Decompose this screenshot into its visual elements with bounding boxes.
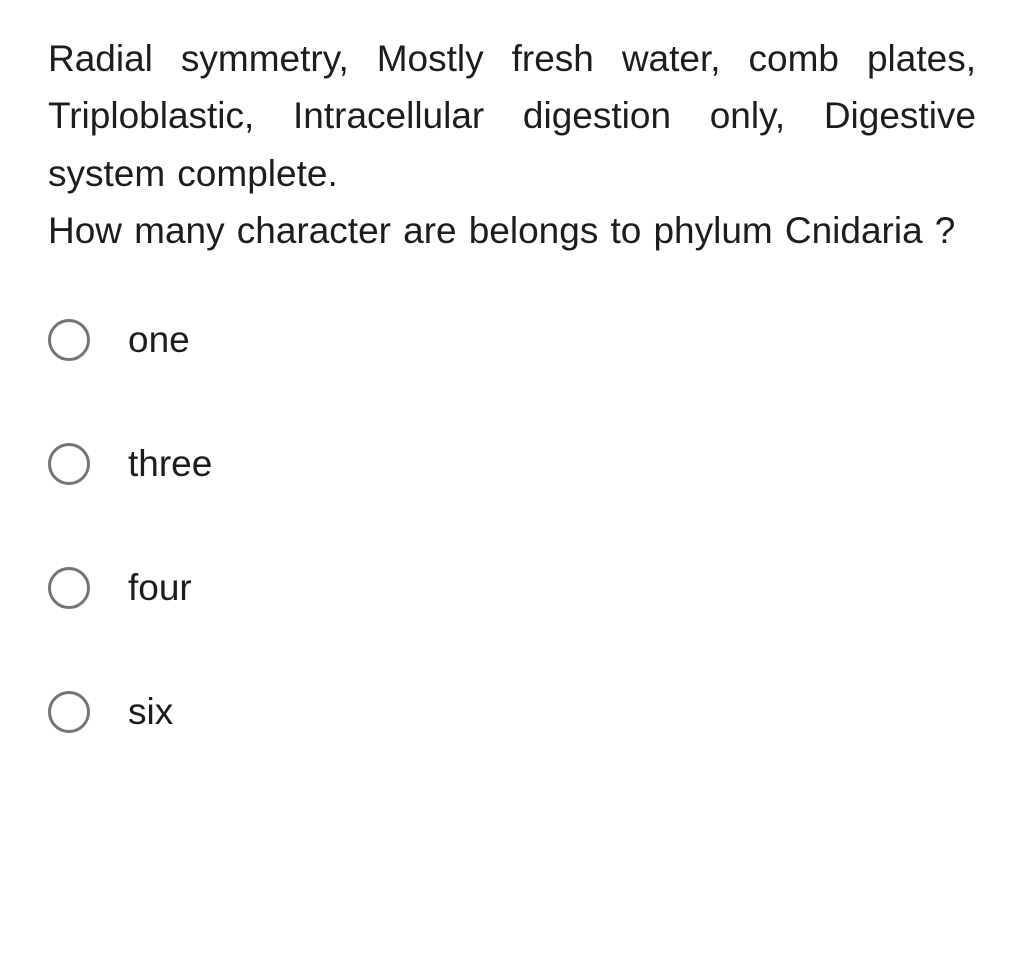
radio-icon <box>48 319 90 361</box>
radio-icon <box>48 443 90 485</box>
option-four[interactable]: four <box>48 567 976 609</box>
option-label: one <box>128 319 190 361</box>
options-group: one three four six <box>48 319 976 733</box>
radio-icon <box>48 567 90 609</box>
quiz-container: Radial symmetry, Mostly fresh water, com… <box>0 0 1024 733</box>
radio-icon <box>48 691 90 733</box>
question-prompt-line2: How many character are belongs to phylum… <box>48 202 976 259</box>
question-prompt-line1: Radial symmetry, Mostly fresh water, com… <box>48 30 976 202</box>
option-three[interactable]: three <box>48 443 976 485</box>
option-six[interactable]: six <box>48 691 976 733</box>
question-text: Radial symmetry, Mostly fresh water, com… <box>48 30 976 259</box>
option-one[interactable]: one <box>48 319 976 361</box>
option-label: three <box>128 443 212 485</box>
option-label: four <box>128 567 192 609</box>
option-label: six <box>128 691 173 733</box>
